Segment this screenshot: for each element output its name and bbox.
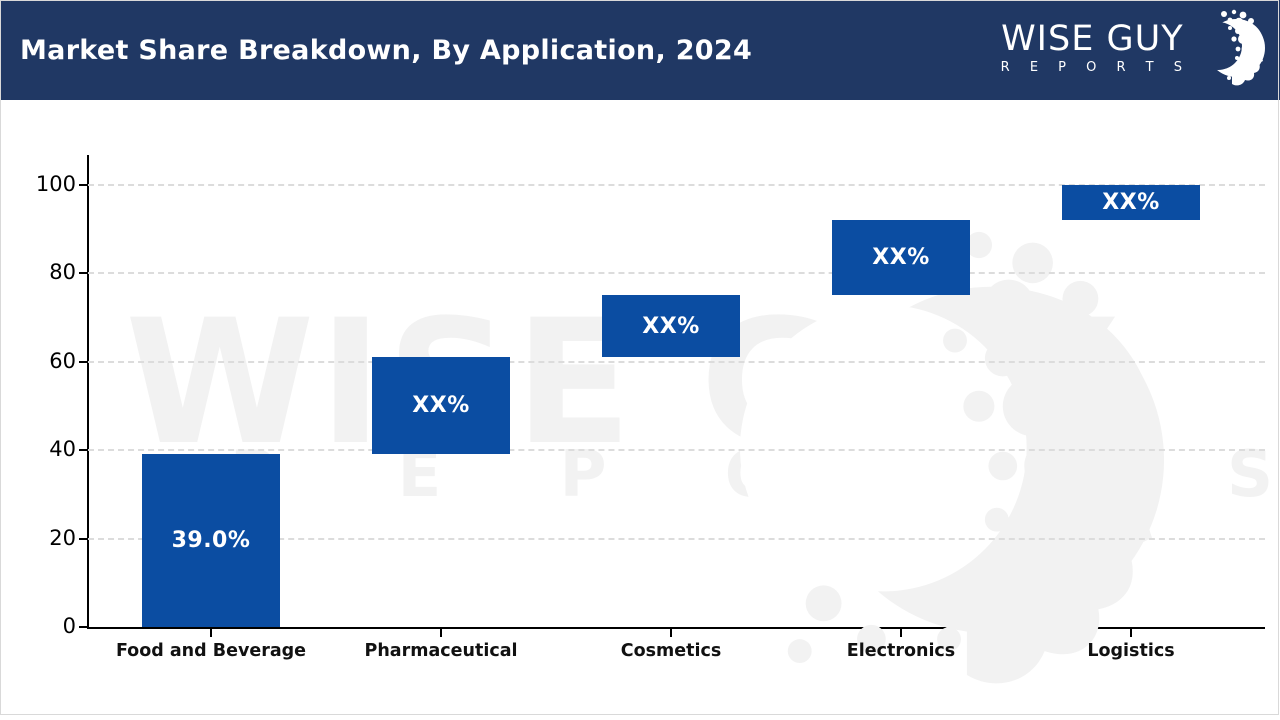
x-tick-mark <box>440 629 442 637</box>
logo-wordmark: WISE GUY <box>1001 19 1184 60</box>
x-tick-mark <box>670 629 672 637</box>
y-tick-mark-60 <box>79 360 87 363</box>
y-tick-mark-80 <box>79 272 87 274</box>
bar-value-label: XX% <box>1102 189 1160 215</box>
x-tick-label: Electronics <box>846 641 956 661</box>
bar-food-and-beverage: 39.0% <box>142 454 280 627</box>
logo-text: WISE GUY R E P O R T S <box>995 21 1190 75</box>
gridline-100 <box>88 183 1265 186</box>
y-tick-label-20: 20 <box>49 525 76 550</box>
bar-value-label: XX% <box>412 393 470 419</box>
y-tick-mark-100 <box>79 183 87 186</box>
y-tick-label-60: 60 <box>49 348 76 373</box>
wiseguy-logo: WISE GUY R E P O R T S <box>995 6 1266 90</box>
gridline-20 <box>88 537 1265 540</box>
x-axis-line <box>87 627 1265 629</box>
logo-face-icon <box>1194 9 1265 86</box>
gridline-60 <box>88 360 1265 363</box>
x-tick-label: Cosmetics <box>620 641 722 661</box>
x-tick-mark <box>1130 629 1132 637</box>
y-tick-mark-20 <box>79 537 87 540</box>
chart-title: Market Share Breakdown, By Application, … <box>20 34 753 66</box>
bar-value-label: XX% <box>872 245 930 270</box>
header-bar: Market Share Breakdown, By Application, … <box>0 0 1280 100</box>
x-tick-label: Pharmaceutical <box>364 641 518 661</box>
x-tick-mark <box>900 629 902 637</box>
y-tick-mark-0 <box>79 626 87 628</box>
bar-cosmetics: XX% <box>602 295 740 358</box>
bar-value-label: XX% <box>642 313 700 339</box>
bar-value-label: 39.0% <box>171 528 251 554</box>
y-tick-mark-40 <box>79 449 87 451</box>
bar-pharmaceutical: XX% <box>372 357 510 455</box>
x-tick-label: Food and Beverage <box>115 641 307 661</box>
x-tick-label: Logistics <box>1087 641 1175 661</box>
y-axis-line <box>87 155 89 629</box>
bar-electronics: XX% <box>832 219 970 296</box>
x-tick-mark <box>210 629 212 637</box>
y-tick-label-100: 100 <box>35 171 76 196</box>
y-tick-label-0: 0 <box>62 614 76 638</box>
gridline-40 <box>88 449 1265 451</box>
logo-subtitle: R E P O R T S <box>1000 59 1190 75</box>
y-tick-label-40: 40 <box>49 437 76 461</box>
gridline-80 <box>88 272 1265 274</box>
y-tick-label-80: 80 <box>49 260 76 284</box>
plot-area: WISE GUY R E P O R T S <box>0 100 1280 720</box>
bar-logistics: XX% <box>1062 184 1200 220</box>
